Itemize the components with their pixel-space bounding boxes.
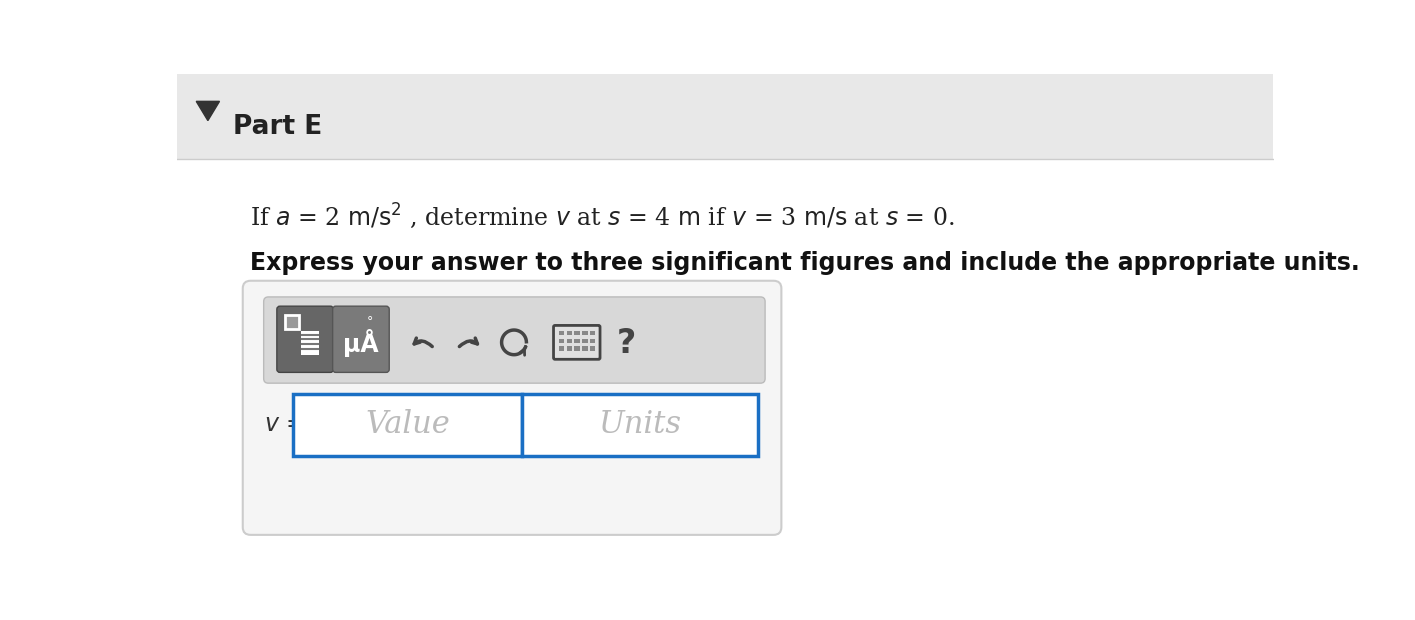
Bar bbox=[582, 331, 587, 335]
Bar bbox=[286, 316, 300, 329]
FancyBboxPatch shape bbox=[553, 326, 600, 360]
Bar bbox=[177, 74, 1274, 159]
FancyBboxPatch shape bbox=[263, 297, 766, 383]
Bar bbox=[590, 346, 596, 351]
Text: ?: ? bbox=[617, 327, 635, 360]
Text: Units: Units bbox=[599, 409, 682, 440]
Bar bbox=[566, 331, 572, 335]
FancyBboxPatch shape bbox=[333, 306, 389, 373]
Bar bbox=[582, 346, 587, 351]
Bar bbox=[522, 394, 758, 456]
Text: Express your answer to three significant figures and include the appropriate uni: Express your answer to three significant… bbox=[250, 251, 1360, 275]
Text: If $\mathit{a}$ = 2 $\mathrm{m/s^2}$ , determine $\mathit{v}$ at $\mathit{s}$ = : If $\mathit{a}$ = 2 $\mathrm{m/s^2}$ , d… bbox=[250, 202, 955, 231]
Text: °: ° bbox=[366, 315, 372, 328]
Bar bbox=[559, 339, 565, 343]
Text: $v$ =: $v$ = bbox=[265, 414, 306, 436]
Bar bbox=[574, 331, 580, 335]
Bar bbox=[559, 331, 565, 335]
Bar bbox=[559, 346, 565, 351]
Bar bbox=[566, 346, 572, 351]
Polygon shape bbox=[197, 101, 219, 121]
Bar bbox=[301, 331, 320, 355]
Text: μÅ: μÅ bbox=[342, 329, 379, 357]
Bar bbox=[293, 394, 522, 456]
Bar bbox=[582, 339, 587, 343]
Bar bbox=[590, 339, 596, 343]
Text: Part E: Part E bbox=[232, 113, 323, 140]
Text: Value: Value bbox=[365, 409, 450, 440]
FancyBboxPatch shape bbox=[243, 281, 781, 535]
Bar bbox=[574, 339, 580, 343]
Bar bbox=[566, 339, 572, 343]
Bar bbox=[574, 346, 580, 351]
FancyBboxPatch shape bbox=[277, 306, 334, 373]
Bar bbox=[590, 331, 596, 335]
